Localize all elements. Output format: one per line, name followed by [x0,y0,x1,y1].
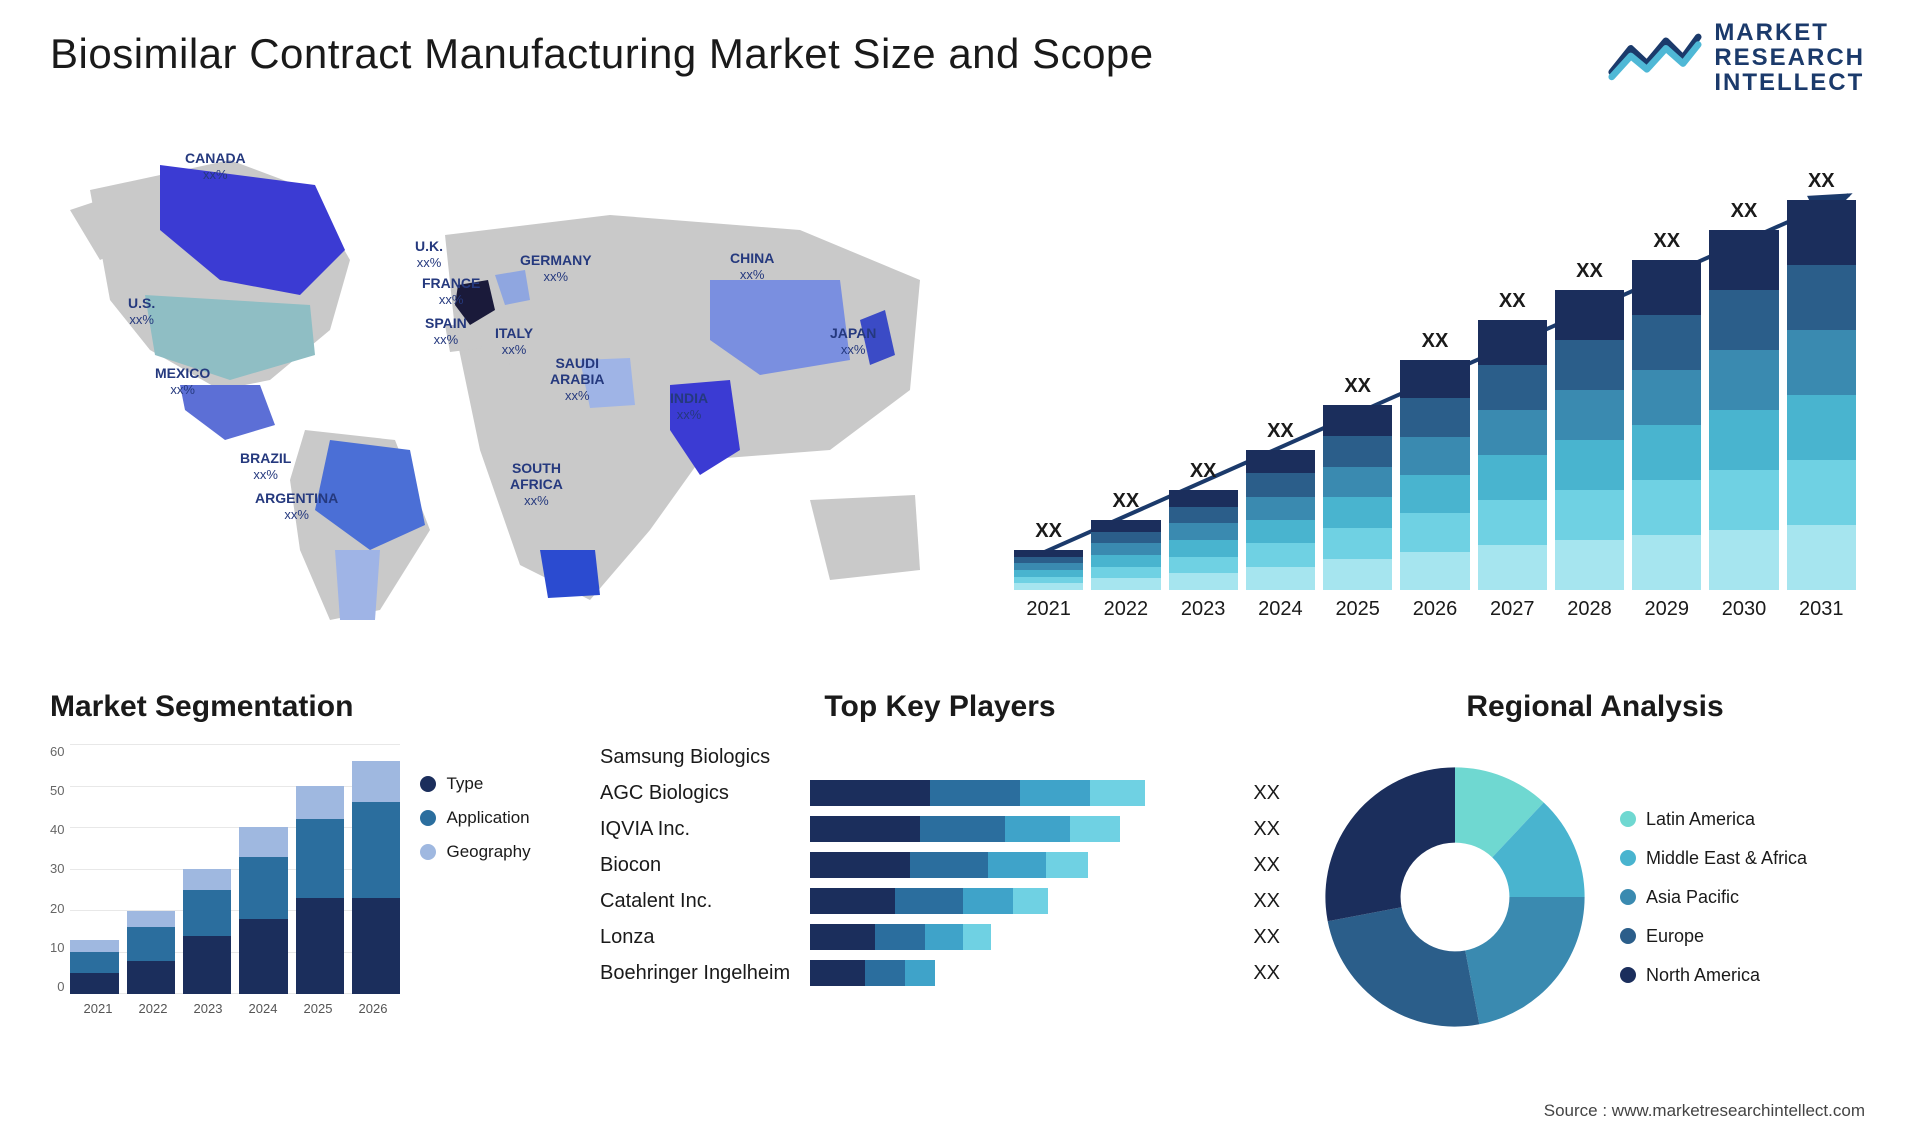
logo-mark-icon [1607,28,1702,88]
segmentation-legend: Type Application Geography [420,744,530,1050]
growth-bar: XX [1169,490,1238,590]
world-map-panel: CANADAxx% U.S.xx% MEXICOxx% BRAZILxx% ARGENT… [50,130,950,660]
player-row: IQVIA Inc. XX [600,816,1280,842]
map-country-label: FRANCExx% [422,275,480,308]
player-value: XX [1253,782,1280,805]
segmentation-panel: Market Segmentation 0102030405060 202120… [50,690,560,1050]
brand-logo: MARKET RESEARCH INTELLECT [1607,20,1865,96]
map-country-label: CHINAxx% [730,250,774,283]
players-panel: Top Key Players Samsung Biologics AGC Bio… [600,690,1280,1050]
logo-text-2: RESEARCH [1714,45,1865,70]
growth-year-label: 2026 [1400,598,1469,621]
legend-item: Latin America [1620,809,1807,830]
player-row: Biocon XX [600,852,1280,878]
regional-donut-chart [1320,762,1590,1032]
growth-bar: XX [1555,290,1624,590]
segmentation-bar [239,827,287,994]
player-value: XX [1253,854,1280,877]
player-name: Samsung Biologics [600,746,810,769]
growth-bar: XX [1091,520,1160,590]
donut-slice [1465,897,1584,1024]
player-row: Samsung Biologics [600,744,1280,770]
legend-item: Europe [1620,926,1807,947]
segmentation-bar [70,940,118,994]
map-country-label: INDIAxx% [670,390,708,423]
player-row: Boehringer Ingelheim XX [600,960,1280,986]
player-name: Boehringer Ingelheim [600,962,810,985]
legend-item: Application [420,808,530,828]
legend-item: Geography [420,842,530,862]
growth-year-label: 2025 [1323,598,1392,621]
player-name: Catalent Inc. [600,890,810,913]
donut-slice [1328,907,1480,1026]
player-name: Lonza [600,926,810,949]
growth-bar: XX [1323,405,1392,590]
growth-bar: XX [1787,200,1856,590]
logo-text-1: MARKET [1714,20,1865,45]
player-value: XX [1253,890,1280,913]
growth-bar: XX [1478,320,1547,590]
player-row: Lonza XX [600,924,1280,950]
logo-text-3: INTELLECT [1714,70,1865,95]
growth-year-label: 2027 [1478,598,1547,621]
legend-item: Type [420,774,530,794]
player-row: AGC Biologics XX [600,780,1280,806]
segmentation-year-label: 2024 [249,1001,278,1016]
growth-bar: XX [1246,450,1315,590]
segmentation-bar [183,869,231,994]
player-name: Biocon [600,854,810,877]
segmentation-year-label: 2023 [194,1001,223,1016]
legend-item: Middle East & Africa [1620,848,1807,869]
growth-bar: XX [1400,360,1469,590]
player-value: XX [1253,962,1280,985]
growth-year-label: 2031 [1787,598,1856,621]
map-country-label: SAUDIARABIAxx% [550,355,604,404]
segmentation-bar [127,911,175,994]
regional-panel: Regional Analysis Latin America Middle Ea… [1320,690,1870,1050]
map-country-label: GERMANYxx% [520,252,592,285]
growth-year-label: 2023 [1169,598,1238,621]
segmentation-bar [296,786,344,994]
player-name: AGC Biologics [600,782,810,805]
growth-bar: XX [1632,260,1701,590]
map-country-label: MEXICOxx% [155,365,210,398]
map-country-label: BRAZILxx% [240,450,291,483]
map-country-label: JAPANxx% [830,325,876,358]
player-value: XX [1253,818,1280,841]
map-country-label: U.K.xx% [415,238,443,271]
map-country-label: ITALYxx% [495,325,533,358]
growth-bar: XX [1014,550,1083,590]
growth-year-label: 2021 [1014,598,1083,621]
map-country-label: ARGENTINAxx% [255,490,338,523]
map-country-label: SPAINxx% [425,315,467,348]
segmentation-title: Market Segmentation [50,690,560,724]
growth-year-label: 2030 [1709,598,1778,621]
map-country-label: SOUTHAFRICAxx% [510,460,563,509]
growth-year-label: 2028 [1555,598,1624,621]
legend-item: Asia Pacific [1620,887,1807,908]
segmentation-year-label: 2025 [304,1001,333,1016]
donut-slice [1325,767,1455,921]
map-country-label: CANADAxx% [185,150,246,183]
segmentation-year-label: 2022 [139,1001,168,1016]
legend-item: North America [1620,965,1807,986]
growth-year-label: 2029 [1632,598,1701,621]
map-country-label: U.S.xx% [128,295,155,328]
page-title: Biosimilar Contract Manufacturing Market… [50,30,1154,78]
growth-bar: XX [1709,230,1778,590]
segmentation-year-label: 2021 [84,1001,113,1016]
source-text: Source : www.marketresearchintellect.com [1544,1101,1865,1121]
player-value: XX [1253,926,1280,949]
growth-year-label: 2022 [1091,598,1160,621]
growth-chart-panel: XXXXXXXXXXXXXXXXXXXXXX 20212022202320242… [1000,130,1870,660]
segmentation-year-label: 2026 [359,1001,388,1016]
player-row: Catalent Inc. XX [600,888,1280,914]
regional-title: Regional Analysis [1320,690,1870,724]
player-name: IQVIA Inc. [600,818,810,841]
growth-year-label: 2024 [1246,598,1315,621]
regional-legend: Latin America Middle East & Africa Asia Pa… [1620,809,1807,986]
segmentation-bar [352,761,400,994]
players-title: Top Key Players [600,690,1280,724]
